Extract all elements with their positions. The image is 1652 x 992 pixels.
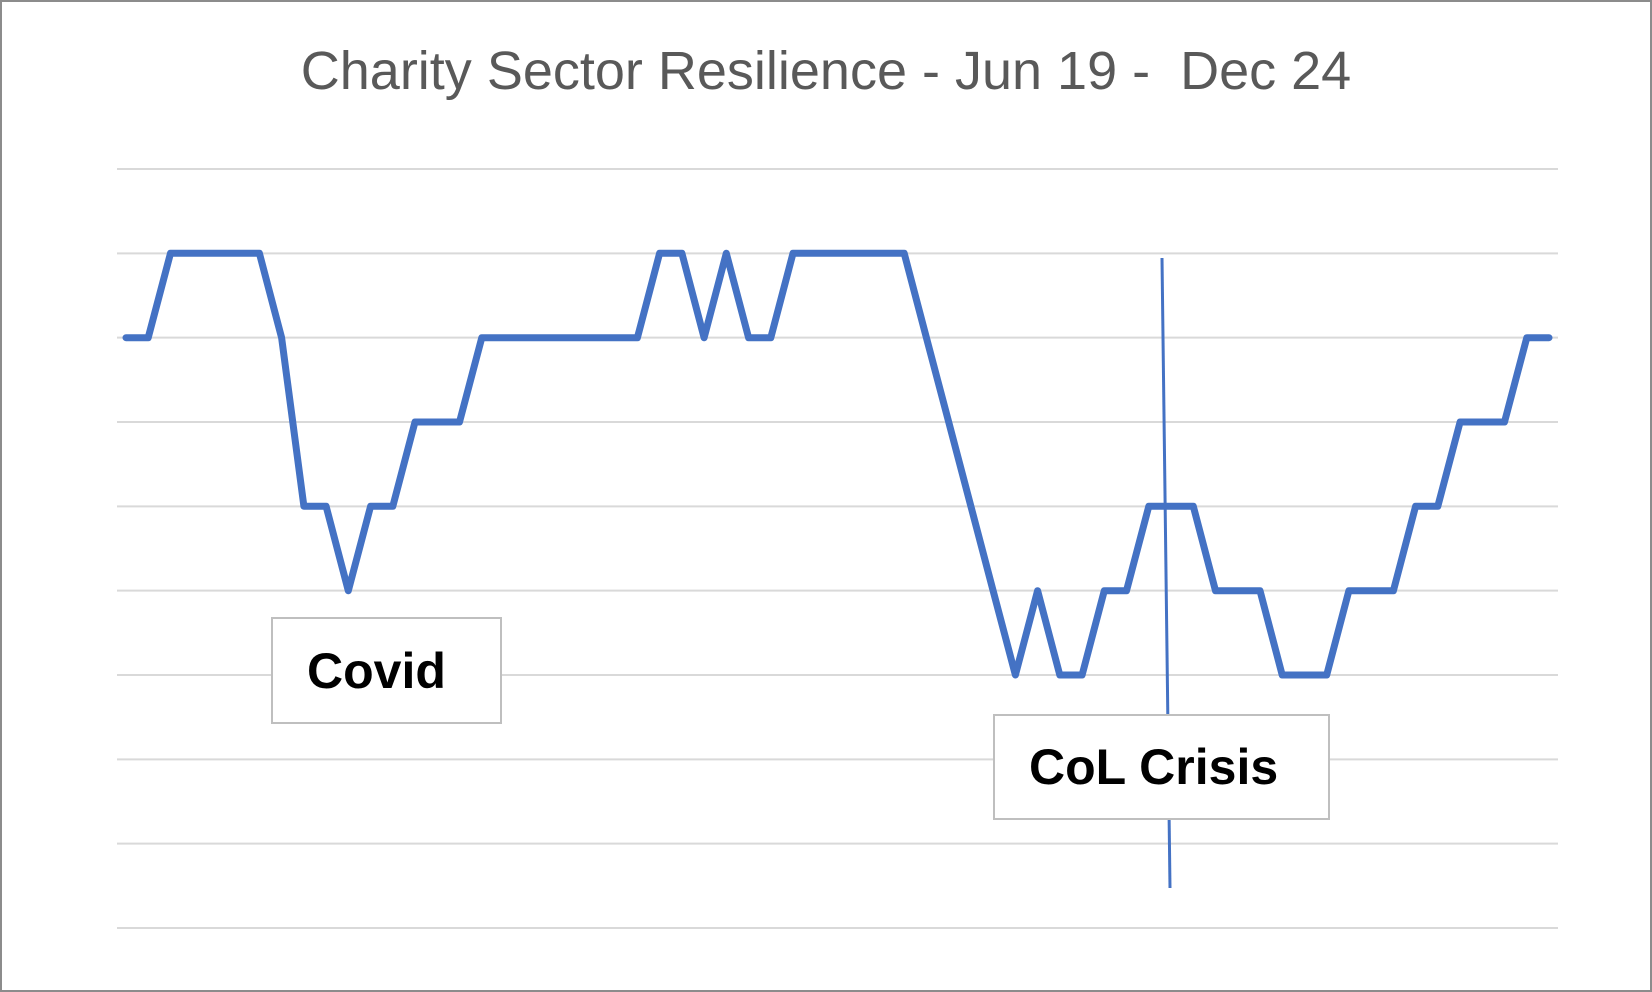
series-line-resilience	[122, 249, 1553, 679]
col-crisis-annotation-label: CoL Crisis	[1029, 739, 1279, 795]
covid-annotation: Covid	[271, 617, 502, 724]
cost-of-living-crisis-annotation: CoL Crisis	[993, 714, 1330, 820]
covid-annotation-label: Covid	[307, 642, 446, 699]
chart-title: Charity Sector Resilience - Jun 19 - Dec…	[300, 41, 1352, 101]
